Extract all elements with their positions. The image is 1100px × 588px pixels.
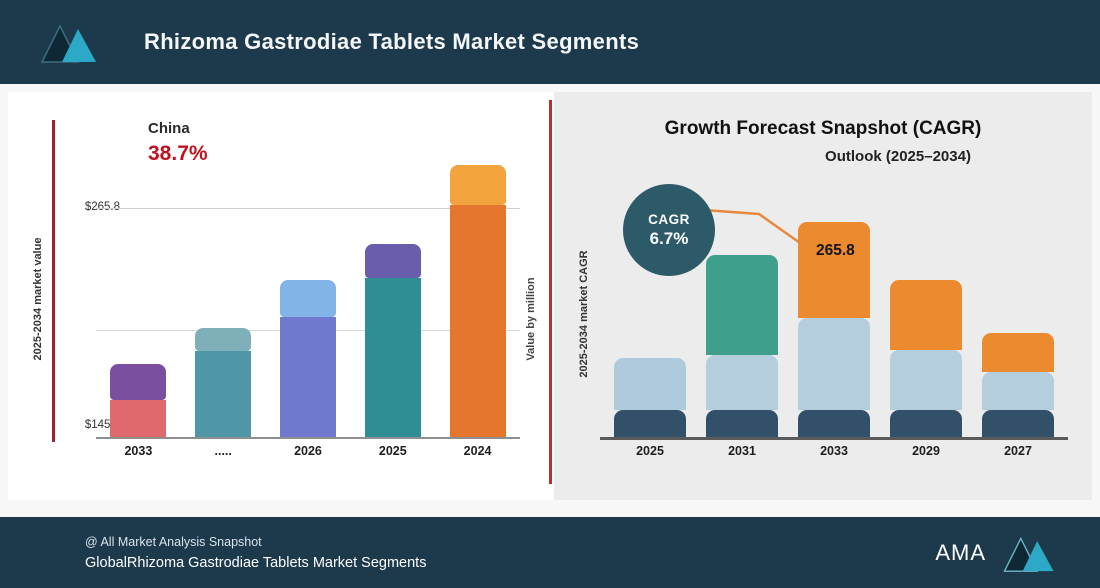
bar-2031 xyxy=(706,255,778,437)
header: Rhizoma Gastrodiae Tablets Market Segmen… xyxy=(0,0,1100,84)
footer-text-block: @ All Market Analysis Snapshot GlobalRhi… xyxy=(85,535,426,571)
x-axis-label: 2027 xyxy=(1004,444,1032,458)
bar-2025 xyxy=(614,357,686,437)
bar-segment xyxy=(982,410,1054,437)
right-y-axis-label: 2025-2034 market CAGR xyxy=(578,250,590,378)
x-axis-label: 2033 xyxy=(124,444,153,458)
left-plot-area xyxy=(96,152,520,437)
x-axis-label: 2025 xyxy=(636,444,664,458)
bar-segment xyxy=(364,277,421,437)
x-axis-label: 2024 xyxy=(463,444,492,458)
footer-line1: @ All Market Analysis Snapshot xyxy=(85,534,262,549)
bar-2033 xyxy=(110,363,167,437)
ama-logo-icon xyxy=(38,20,100,64)
footer: @ All Market Analysis Snapshot GlobalRhi… xyxy=(0,517,1100,588)
value-by-million-label: Value by million xyxy=(525,277,537,361)
x-axis-label: 2025 xyxy=(378,444,407,458)
bar-segment xyxy=(706,410,778,437)
right-x-axis-labels: 2025 2031 2033 2029 2027 xyxy=(604,444,1064,458)
bar-segment xyxy=(449,204,506,437)
x-axis-label: ..... xyxy=(214,444,232,458)
left-chart-panel: 2025-2034 market value China 38.7% $265.… xyxy=(8,92,556,500)
cagr-badge-label: CAGR xyxy=(648,211,690,227)
right-x-axis-line xyxy=(600,437,1068,440)
bar-2024 xyxy=(449,165,506,437)
peak-bar-value-label: 265.8 xyxy=(816,242,855,259)
bar-segment xyxy=(110,399,167,437)
bar-segment xyxy=(706,255,778,356)
right-plot-area xyxy=(604,205,1064,437)
bar-segment xyxy=(364,243,421,278)
bar-2025 xyxy=(364,243,421,437)
gridline-top xyxy=(96,208,520,209)
red-panel-divider xyxy=(549,100,552,484)
bar-segment xyxy=(798,410,870,437)
bar-2029 xyxy=(890,280,962,437)
bar-segment xyxy=(798,318,870,411)
x-axis-label: 2031 xyxy=(728,444,756,458)
bar-segment xyxy=(798,222,870,319)
bar-segment xyxy=(706,355,778,411)
x-axis-label: 2033 xyxy=(820,444,848,458)
left-x-axis-labels: 2033..... 2026 2025 2024 xyxy=(96,444,520,458)
y-tick-top: $265.8 xyxy=(84,201,120,213)
right-chart-subtitle: Outlook (2025–2034) xyxy=(825,148,971,165)
footer-line2: GlobalRhizoma Gastrodiae Tablets Market … xyxy=(85,554,427,571)
bar-segment xyxy=(614,357,686,411)
bar-segment xyxy=(195,350,252,437)
left-y-axis-line xyxy=(52,120,55,442)
bar-..... xyxy=(195,328,252,437)
bar-segment xyxy=(890,410,962,437)
right-chart-panel: Growth Forecast Snapshot (CAGR) Outlook … xyxy=(554,92,1092,500)
bar-segment xyxy=(614,410,686,437)
ama-logo-icon xyxy=(1000,533,1058,573)
main-area: 2025-2034 market value China 38.7% $265.… xyxy=(0,84,1100,517)
region-label: China xyxy=(148,120,190,137)
x-axis-label: 2029 xyxy=(912,444,940,458)
right-chart-title: Growth Forecast Snapshot (CAGR) xyxy=(664,118,982,139)
footer-brand-block: AMA xyxy=(935,533,1058,573)
bar-segment xyxy=(110,363,167,400)
bar-2027 xyxy=(982,332,1054,437)
bar-segment xyxy=(890,349,962,411)
bar-2026 xyxy=(279,279,336,437)
bar-2033 xyxy=(798,222,870,437)
bar-segment xyxy=(890,280,962,350)
left-y-axis-label: 2025-2034 market value xyxy=(32,237,44,361)
bar-segment xyxy=(982,372,1054,411)
footer-brand-text: AMA xyxy=(935,539,986,565)
share-percentage: 38.7% xyxy=(148,142,208,165)
x-axis-label: 2026 xyxy=(294,444,322,458)
bar-segment xyxy=(279,317,336,437)
bar-segment xyxy=(195,328,252,351)
bar-segment xyxy=(449,165,506,205)
cagr-badge-value: 6.7% xyxy=(649,228,689,248)
page-title: Rhizoma Gastrodiae Tablets Market Segmen… xyxy=(144,29,640,54)
bar-segment xyxy=(279,279,336,317)
bar-segment xyxy=(982,332,1054,373)
cagr-badge: CAGR 6.7% xyxy=(623,184,715,276)
left-x-axis-line xyxy=(96,437,520,439)
